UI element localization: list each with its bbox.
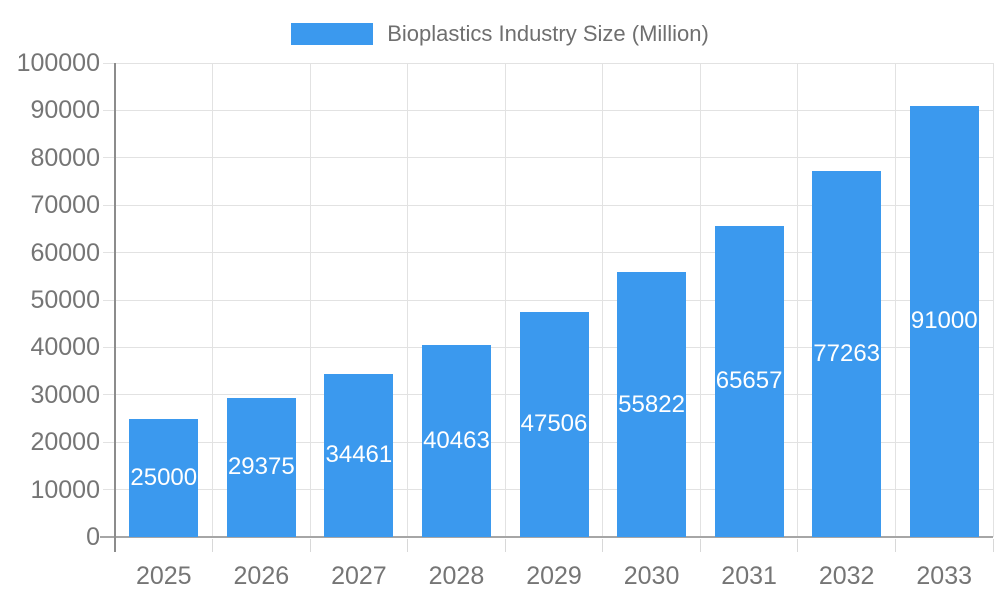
bar-value-label: 91000 (910, 307, 978, 335)
bar-2029[interactable]: 47506 (519, 311, 589, 537)
x-axis-tick (699, 539, 701, 552)
bar-value-label: 55822 (618, 390, 685, 418)
x-axis-tick (407, 539, 409, 552)
bar-value-label: 34461 (325, 441, 393, 469)
bar-value-label: 40463 (423, 427, 490, 455)
x-axis-tick (212, 539, 214, 552)
y-axis-tick-label: 30000 (30, 380, 100, 409)
y-axis-tick-label: 70000 (30, 191, 100, 220)
x-axis-tick (894, 539, 896, 552)
x-axis-label: 2028 (428, 562, 485, 590)
y-axis-line (114, 63, 116, 552)
bar-2032[interactable]: 77263 (812, 170, 882, 537)
bar-2030[interactable]: 55822 (617, 272, 687, 537)
y-axis-tick-label: 90000 (30, 96, 100, 125)
y-axis-tick-label: 80000 (30, 143, 100, 172)
gridline-v (992, 63, 994, 537)
x-axis-label: 2029 (526, 562, 582, 590)
gridline-h (103, 204, 993, 206)
bar-value-label: 47506 (520, 410, 588, 438)
x-axis-label: 2027 (331, 562, 387, 590)
gridline-h (103, 157, 993, 159)
gridline-v (894, 63, 896, 537)
y-axis-tick-label: 20000 (30, 428, 100, 457)
x-axis-label: 2030 (623, 562, 680, 590)
gridline-v (309, 63, 311, 537)
gridline-v (699, 63, 701, 537)
legend-swatch (291, 23, 374, 45)
x-axis-label: 2025 (135, 562, 192, 590)
x-axis-tick (504, 539, 506, 552)
y-axis-tick-label: 60000 (30, 238, 100, 267)
y-axis-tick-label: 50000 (30, 286, 100, 314)
x-axis-line (100, 536, 993, 538)
bar-2028[interactable]: 40463 (421, 345, 491, 537)
bar-value-label: 77263 (813, 339, 881, 367)
bar-2031[interactable]: 65657 (714, 225, 784, 537)
bar-value-label: 25000 (130, 463, 198, 491)
y-axis-tick-label: 10000 (30, 475, 100, 504)
gridline-h (103, 299, 993, 301)
x-axis-label: 2026 (233, 562, 290, 590)
legend-label: Bioplastics Industry Size (Million) (387, 21, 709, 46)
bar-2025[interactable]: 25000 (129, 418, 199, 537)
y-axis-tick-label: 0 (86, 523, 100, 551)
gridline-h (103, 62, 993, 64)
gridline-v (504, 63, 506, 537)
x-axis-tick (309, 539, 311, 552)
x-axis-label: 2031 (721, 562, 777, 590)
x-axis-tick (602, 539, 604, 552)
bar-value-label: 65657 (715, 367, 783, 395)
x-axis-tick (992, 539, 994, 552)
x-axis-label: 2032 (818, 562, 875, 590)
gridline-v (797, 63, 799, 537)
y-axis-tick-label: 40000 (30, 333, 100, 362)
chart-legend[interactable]: Bioplastics Industry Size (Million) (0, 20, 1000, 48)
y-axis-tick-label: 100000 (16, 49, 100, 77)
bar-2027[interactable]: 34461 (324, 373, 394, 537)
gridline-h (103, 109, 993, 111)
bar-2033[interactable]: 91000 (909, 105, 979, 537)
gridline-v (407, 63, 409, 537)
x-axis-label: 2033 (916, 562, 973, 590)
gridline-v (602, 63, 604, 537)
bar-value-label: 29375 (227, 453, 295, 481)
gridline-v (212, 63, 214, 537)
bar-2026[interactable]: 29375 (226, 397, 296, 537)
gridline-h (103, 252, 993, 254)
x-axis-tick (797, 539, 799, 552)
